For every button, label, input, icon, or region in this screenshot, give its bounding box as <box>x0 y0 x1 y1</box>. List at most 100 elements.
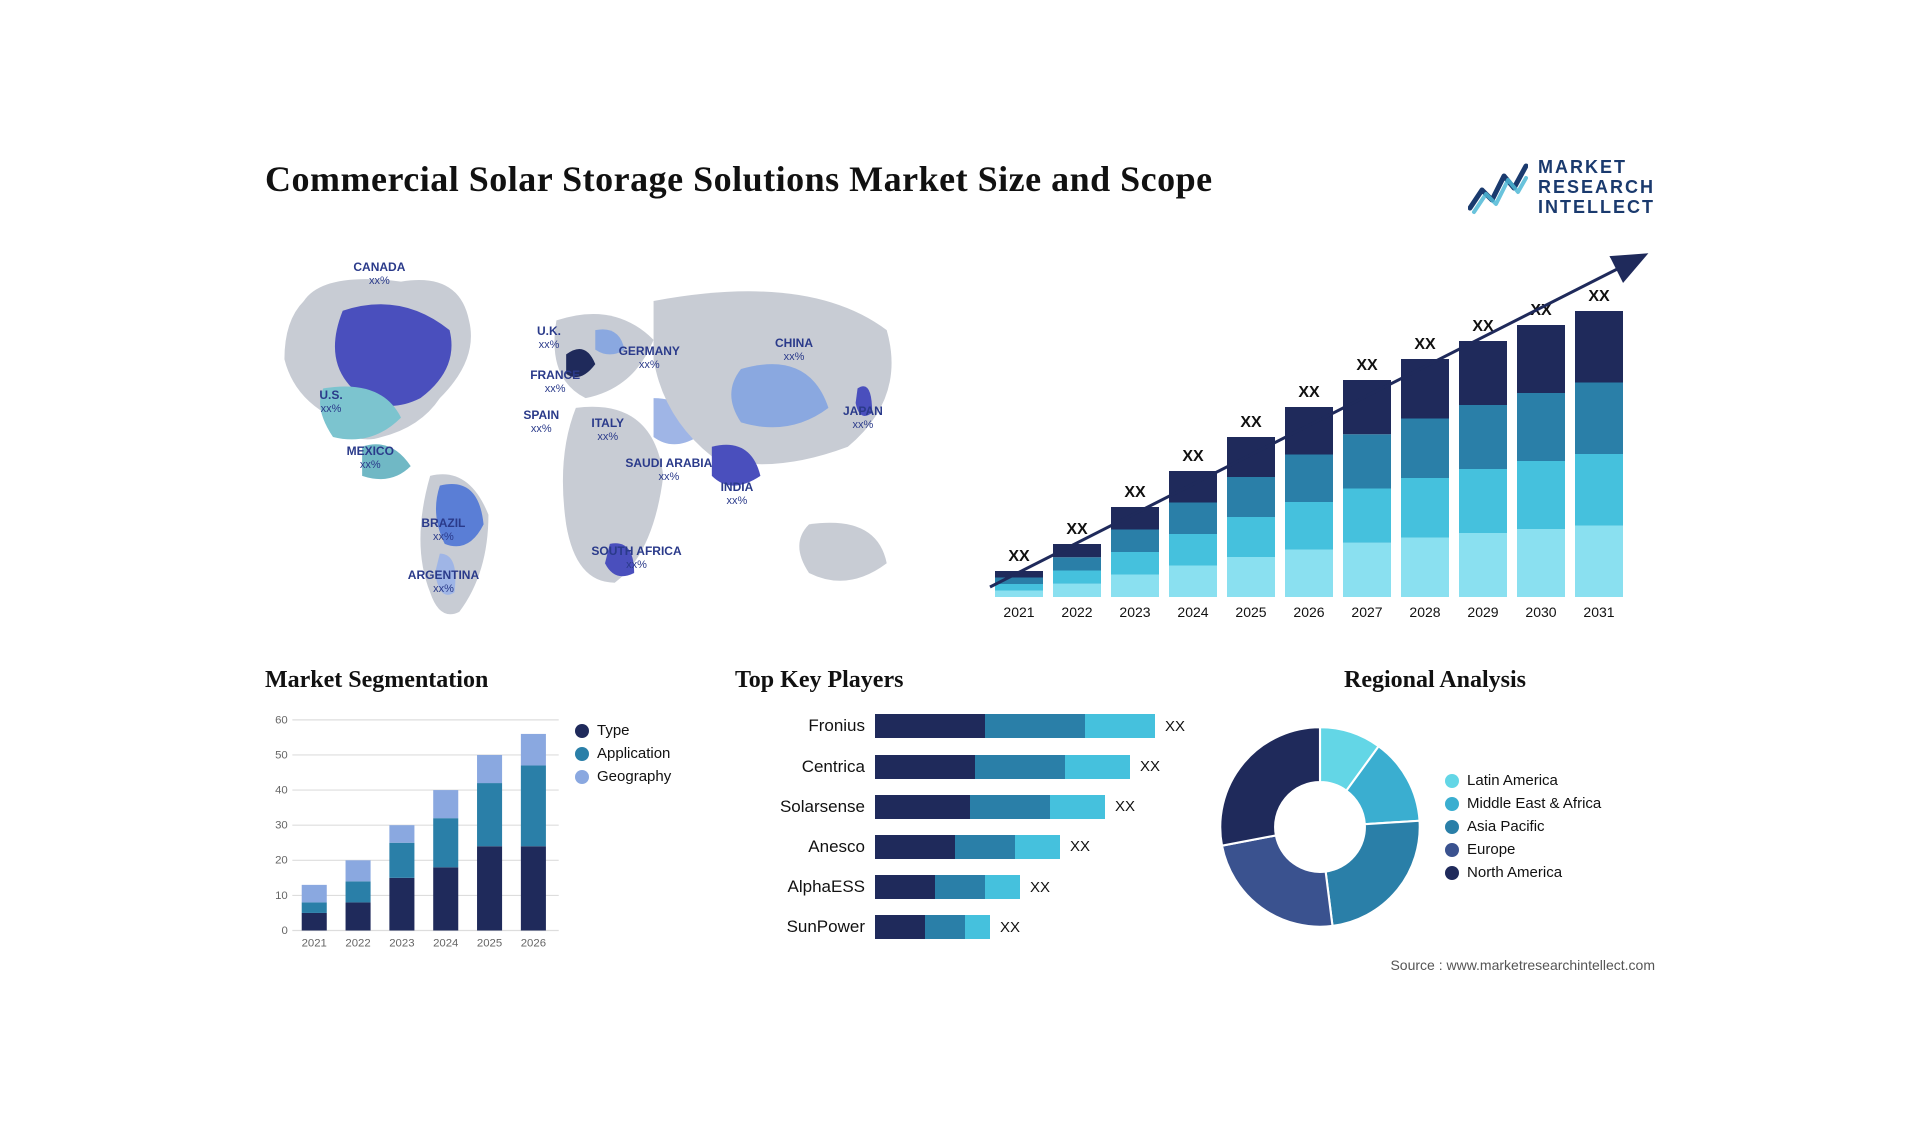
segmentation-title: Market Segmentation <box>265 667 705 694</box>
bottom-row: Market Segmentation 01020304050602021202… <box>265 667 1655 947</box>
svg-text:2024: 2024 <box>433 938 458 950</box>
player-bar-row: XX <box>875 714 1185 738</box>
svg-text:2030: 2030 <box>1525 604 1556 620</box>
map-label-spain: SPAINxx% <box>523 409 559 434</box>
segmentation-chart: 0102030405060202120222023202420252026 Ty… <box>265 706 705 961</box>
svg-text:2026: 2026 <box>521 938 546 950</box>
player-bar <box>875 795 1105 819</box>
segmentation-legend-item: Geography <box>575 768 705 785</box>
segmentation-legend-item: Application <box>575 745 705 762</box>
map-label-brazil: BRAZILxx% <box>421 517 465 542</box>
player-value: XX <box>1030 879 1050 896</box>
player-bar <box>875 835 1060 859</box>
player-label: Anesco <box>735 837 865 857</box>
regional-panel: Regional Analysis Latin America Middle Ea… <box>1215 667 1655 947</box>
svg-text:60: 60 <box>275 715 288 727</box>
svg-text:XX: XX <box>1008 548 1030 565</box>
players-panel: Top Key Players FroniusCentricaSolarsens… <box>735 667 1185 947</box>
logo-text: MARKET RESEARCH INTELLECT <box>1538 158 1655 217</box>
map-label-saudi-arabia: SAUDI ARABIAxx% <box>625 457 712 482</box>
map-label-mexico: MEXICOxx% <box>347 445 394 470</box>
logo-mark-icon <box>1468 160 1528 216</box>
segmentation-svg: 0102030405060202120222023202420252026 <box>265 706 561 961</box>
player-value: XX <box>1070 838 1090 855</box>
player-bar <box>875 755 1130 779</box>
svg-text:2029: 2029 <box>1467 604 1498 620</box>
svg-text:2021: 2021 <box>1003 604 1034 620</box>
svg-text:2023: 2023 <box>1119 604 1150 620</box>
map-label-japan: JAPANxx% <box>843 405 883 430</box>
svg-text:2027: 2027 <box>1351 604 1382 620</box>
svg-text:30: 30 <box>275 820 288 832</box>
brand-logo: MARKET RESEARCH INTELLECT <box>1468 158 1655 217</box>
regional-chart: Latin America Middle East & Africa Asia Pa… <box>1215 706 1655 947</box>
map-label-france: FRANCExx% <box>530 369 580 394</box>
player-bar <box>875 915 990 939</box>
svg-text:XX: XX <box>1588 288 1610 305</box>
map-label-india: INDIAxx% <box>721 481 754 506</box>
regional-legend-item: Asia Pacific <box>1445 818 1655 835</box>
header: Commercial Solar Storage Solutions Marke… <box>265 158 1655 217</box>
map-label-china: CHINAxx% <box>775 337 813 362</box>
regional-legend: Latin America Middle East & Africa Asia Pa… <box>1445 766 1655 887</box>
svg-text:2031: 2031 <box>1583 604 1614 620</box>
players-title: Top Key Players <box>735 667 1185 694</box>
world-map-panel: CANADAxx% U.S.xx% MEXICOxx% BRAZILxx% ARGENT… <box>265 237 945 637</box>
map-label-u-k-: U.K.xx% <box>537 325 561 350</box>
players-chart: FroniusCentricaSolarsenseAnescoAlphaESSS… <box>735 706 1185 947</box>
map-label-argentina: ARGENTINAxx% <box>408 569 479 594</box>
regional-legend-item: Latin America <box>1445 772 1655 789</box>
players-bars: XX XX XX XX XX XX <box>875 706 1185 947</box>
svg-text:2024: 2024 <box>1177 604 1208 620</box>
regional-legend-item: Europe <box>1445 841 1655 858</box>
player-bar <box>875 714 1155 738</box>
player-value: XX <box>1115 798 1135 815</box>
segmentation-legend: Type Application Geography <box>575 706 705 961</box>
player-bar-row: XX <box>875 755 1185 779</box>
donut-svg <box>1215 722 1425 932</box>
map-label-canada: CANADAxx% <box>353 261 405 286</box>
svg-text:2026: 2026 <box>1293 604 1324 620</box>
svg-text:40: 40 <box>275 785 288 797</box>
svg-text:2025: 2025 <box>1235 604 1266 620</box>
segmentation-legend-item: Type <box>575 722 705 739</box>
svg-text:XX: XX <box>1066 521 1088 538</box>
svg-text:XX: XX <box>1356 357 1378 374</box>
svg-text:XX: XX <box>1414 336 1436 353</box>
player-bar <box>875 875 1020 899</box>
player-value: XX <box>1140 758 1160 775</box>
growth-chart-svg: XX2021XX2022XX2023XX2024XX2025XX2026XX20… <box>975 237 1655 637</box>
player-label: Centrica <box>735 757 865 777</box>
svg-text:XX: XX <box>1124 484 1146 501</box>
map-label-italy: ITALYxx% <box>591 417 624 442</box>
player-label: SunPower <box>735 917 865 937</box>
player-label: AlphaESS <box>735 877 865 897</box>
svg-text:XX: XX <box>1240 414 1262 431</box>
infographic-page: Commercial Solar Storage Solutions Marke… <box>235 138 1685 1008</box>
svg-text:2028: 2028 <box>1409 604 1440 620</box>
player-bar-row: XX <box>875 835 1185 859</box>
top-row: CANADAxx% U.S.xx% MEXICOxx% BRAZILxx% ARGENT… <box>265 237 1655 637</box>
map-label-u-s-: U.S.xx% <box>319 389 342 414</box>
regional-legend-item: North America <box>1445 864 1655 881</box>
map-label-germany: GERMANYxx% <box>619 345 680 370</box>
svg-text:2023: 2023 <box>389 938 414 950</box>
map-label-south-africa: SOUTH AFRICAxx% <box>591 545 681 570</box>
svg-text:2021: 2021 <box>302 938 327 950</box>
player-value: XX <box>1000 919 1020 936</box>
svg-text:XX: XX <box>1298 384 1320 401</box>
player-label: Solarsense <box>735 797 865 817</box>
svg-text:2025: 2025 <box>477 938 502 950</box>
regional-legend-item: Middle East & Africa <box>1445 795 1655 812</box>
regional-title: Regional Analysis <box>1215 667 1655 694</box>
segmentation-panel: Market Segmentation 01020304050602021202… <box>265 667 705 947</box>
svg-text:50: 50 <box>275 750 288 762</box>
player-value: XX <box>1165 718 1185 735</box>
growth-chart-panel: XX2021XX2022XX2023XX2024XX2025XX2026XX20… <box>975 237 1655 637</box>
svg-text:XX: XX <box>1182 448 1204 465</box>
page-title: Commercial Solar Storage Solutions Marke… <box>265 158 1213 200</box>
player-bar-row: XX <box>875 795 1185 819</box>
svg-text:10: 10 <box>275 890 288 902</box>
player-bar-row: XX <box>875 875 1185 899</box>
svg-text:0: 0 <box>281 925 287 937</box>
